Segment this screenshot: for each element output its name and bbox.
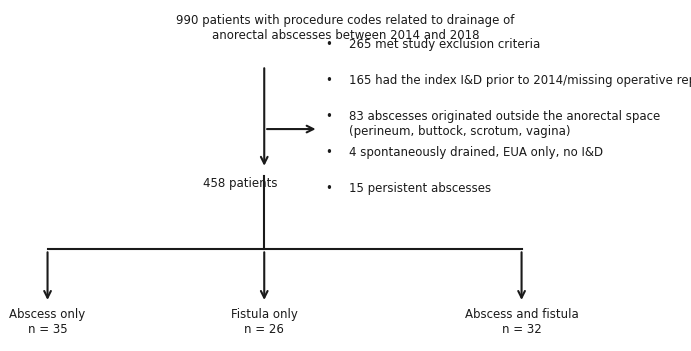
- Text: Abscess and fistula
n = 32: Abscess and fistula n = 32: [464, 308, 578, 336]
- Text: Fistula only
n = 26: Fistula only n = 26: [231, 308, 298, 336]
- Text: •: •: [325, 110, 332, 123]
- Text: •: •: [325, 183, 332, 196]
- Text: 458 patients: 458 patients: [203, 177, 278, 190]
- Text: Abscess only
n = 35: Abscess only n = 35: [10, 308, 86, 336]
- Text: 15 persistent abscesses: 15 persistent abscesses: [349, 183, 491, 196]
- Text: 83 abscesses originated outside the anorectal space
(perineum, buttock, scrotum,: 83 abscesses originated outside the anor…: [349, 110, 660, 138]
- Text: 990 patients with procedure codes related to drainage of
anorectal abscesses bet: 990 patients with procedure codes relate…: [176, 14, 515, 42]
- Text: •: •: [325, 74, 332, 87]
- Text: •: •: [325, 38, 332, 51]
- Text: 4 spontaneously drained, EUA only, no I&D: 4 spontaneously drained, EUA only, no I&…: [349, 146, 603, 159]
- Text: •: •: [325, 146, 332, 159]
- Text: 265 met study exclusion criteria: 265 met study exclusion criteria: [349, 38, 540, 51]
- Text: 165 had the index I&D prior to 2014/missing operative reports: 165 had the index I&D prior to 2014/miss…: [349, 74, 691, 87]
